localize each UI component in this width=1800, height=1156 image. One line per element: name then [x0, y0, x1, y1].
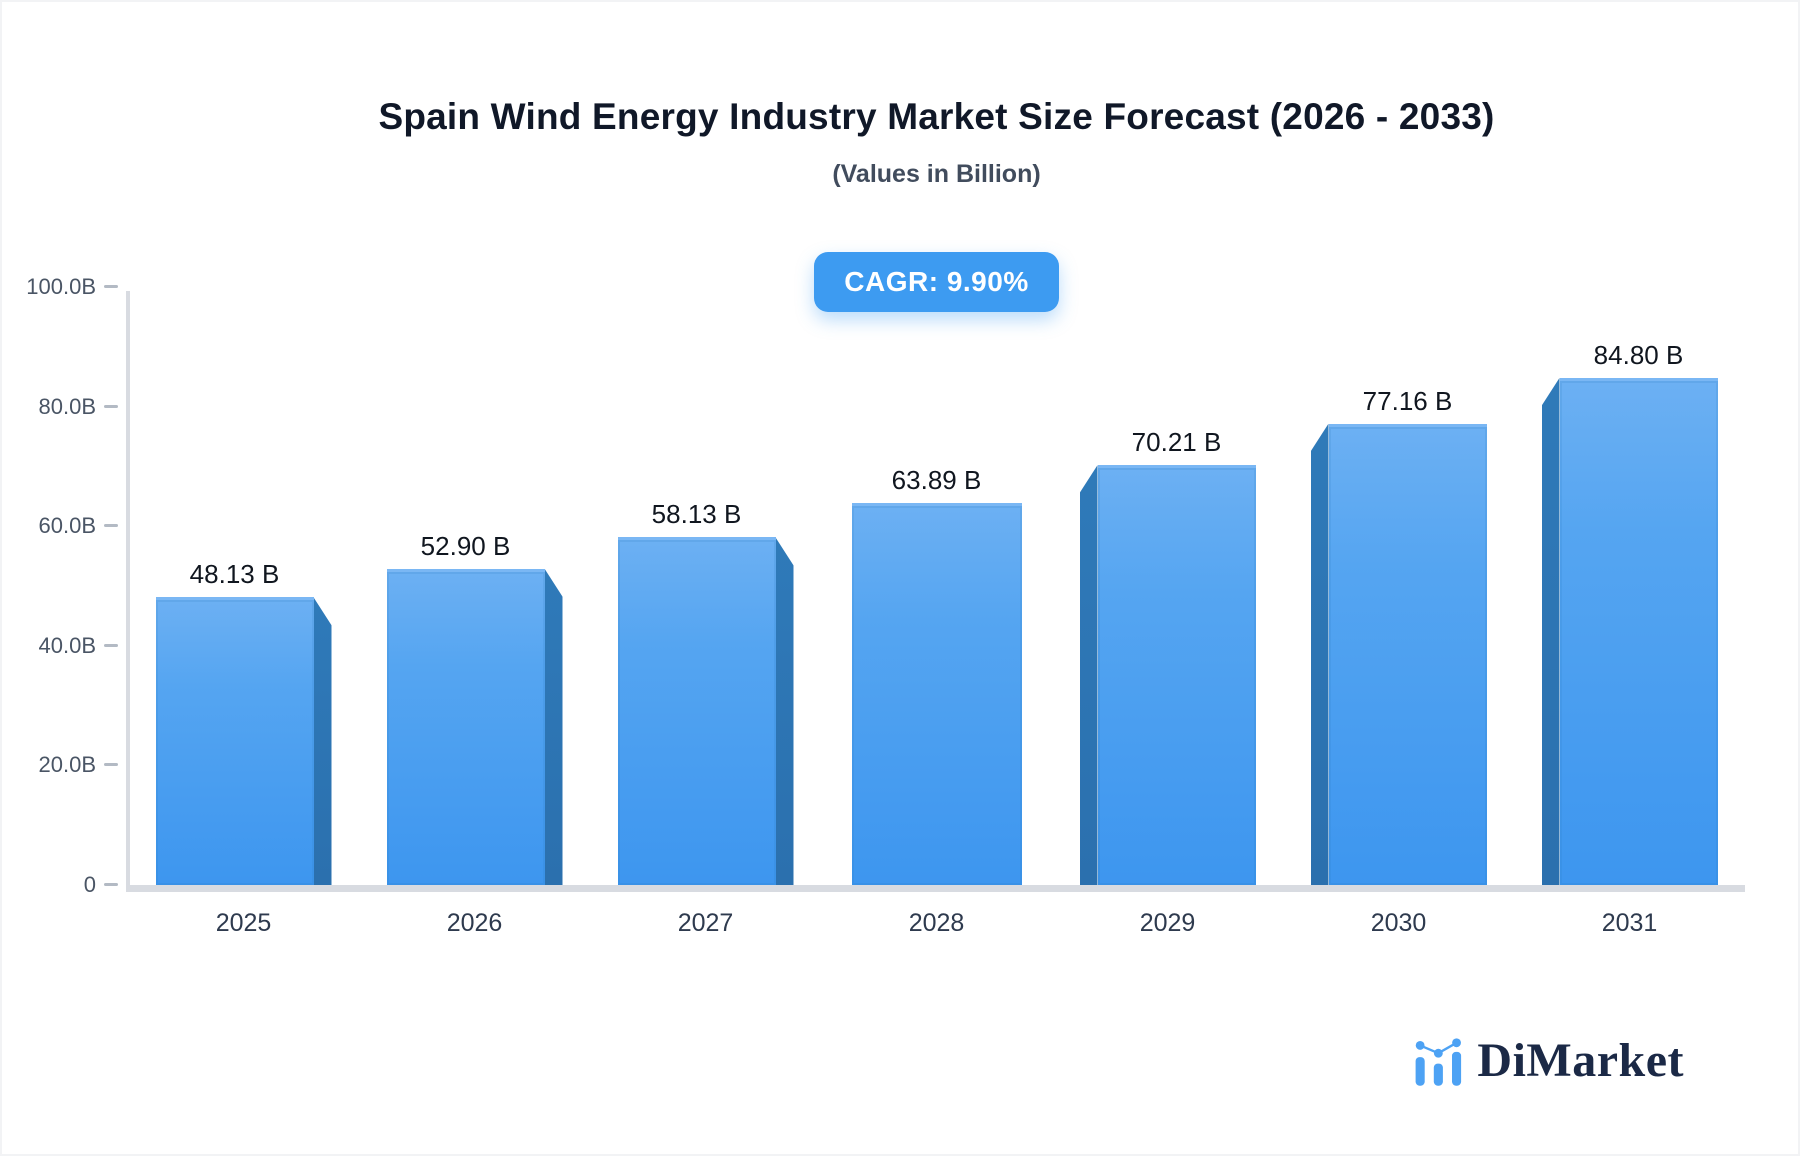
bar-value-label: 63.89 B	[891, 464, 982, 495]
bar-slot: 58.13 B 2027	[590, 287, 821, 937]
y-axis-line	[126, 291, 130, 885]
x-axis-label: 2025	[215, 909, 272, 937]
y-axis-label: 60.0B	[38, 513, 97, 539]
bar-slot: 52.90 B 2026	[359, 287, 590, 937]
bar[interactable]: 58.13 B	[617, 499, 794, 885]
bar-slot: 84.80 B 2031	[1514, 287, 1745, 937]
x-axis-label: 2029	[1139, 909, 1196, 937]
x-axis-label: 2031	[1601, 909, 1658, 937]
badge-row: CAGR: 9.90%	[128, 252, 1745, 312]
bar-value-label: 52.90 B	[420, 530, 511, 561]
bar-value-label: 58.13 B	[651, 499, 742, 530]
bar-side-face	[1310, 423, 1329, 885]
bar-front-face: 84.80 B	[1559, 340, 1718, 885]
y-axis-label: 0	[83, 872, 96, 897]
y-axis-label: 20.0B	[38, 752, 97, 778]
bar-side-face	[313, 597, 332, 885]
bar-slot: 63.89 B 2028	[821, 287, 1052, 937]
bar[interactable]: 84.80 B	[1541, 340, 1718, 885]
bar[interactable]: 63.89 B	[851, 465, 1022, 885]
bar-front-face: 58.13 B	[617, 499, 776, 885]
bar-front-face: 63.89 B	[851, 465, 1022, 885]
bar-value-label: 70.21 B	[1131, 427, 1222, 458]
bar-value-label: 77.16 B	[1362, 385, 1453, 416]
y-axis-tick	[104, 763, 118, 767]
bar-front-face: 70.21 B	[1097, 427, 1256, 885]
x-axis-label: 2027	[677, 909, 734, 937]
bar-side-face	[1079, 465, 1098, 885]
y-axis-label: 80.0B	[38, 393, 97, 419]
y-axis-tick	[104, 404, 118, 408]
y-axis-tick	[104, 524, 118, 528]
y-axis-tick	[104, 285, 118, 288]
y-axis-label: 100.0B	[26, 274, 96, 299]
bar-front-face: 77.16 B	[1328, 386, 1487, 885]
bar[interactable]: 52.90 B	[386, 531, 563, 885]
bar-front-face: 52.90 B	[386, 531, 545, 885]
y-axis-tick	[104, 883, 118, 886]
plot-area: 100.0B 80.0B 60.0B 40.0B 20.0B 0 48.13 B 2025 52…	[26, 274, 1745, 937]
brand-logo: DiMarket	[1413, 1034, 1684, 1087]
x-axis-baseline	[126, 885, 1745, 892]
bar-side-face	[775, 537, 794, 885]
x-axis-label: 2026	[446, 909, 503, 937]
bar-front-face: 48.13 B	[155, 559, 314, 885]
cagr-badge: CAGR: 9.90%	[814, 252, 1059, 312]
x-axis-label: 2028	[908, 909, 965, 937]
chart-subtitle: (Values in Billion)	[832, 160, 1041, 188]
y-axis-tick	[104, 643, 118, 647]
bar[interactable]: 70.21 B	[1079, 427, 1256, 885]
bar-slot: 70.21 B 2029	[1052, 287, 1283, 937]
bar-side-face	[544, 568, 563, 885]
brand-logo-text: DiMarket	[1477, 1034, 1684, 1087]
bar[interactable]: 77.16 B	[1310, 386, 1487, 885]
chart-title: Spain Wind Energy Industry Market Size F…	[378, 96, 1495, 137]
y-axis-label: 40.0B	[38, 632, 97, 658]
bar-chart-logo-icon	[1416, 1038, 1462, 1087]
bar-slot: 48.13 B 2025	[128, 287, 359, 937]
bar-value-label: 84.80 B	[1593, 339, 1684, 370]
bar-slot: 77.16 B 2030	[1283, 287, 1514, 937]
bar[interactable]: 48.13 B	[155, 559, 332, 885]
bar-value-label: 48.13 B	[189, 559, 280, 590]
x-axis-label: 2030	[1370, 909, 1427, 937]
bar-side-face	[1541, 377, 1560, 885]
